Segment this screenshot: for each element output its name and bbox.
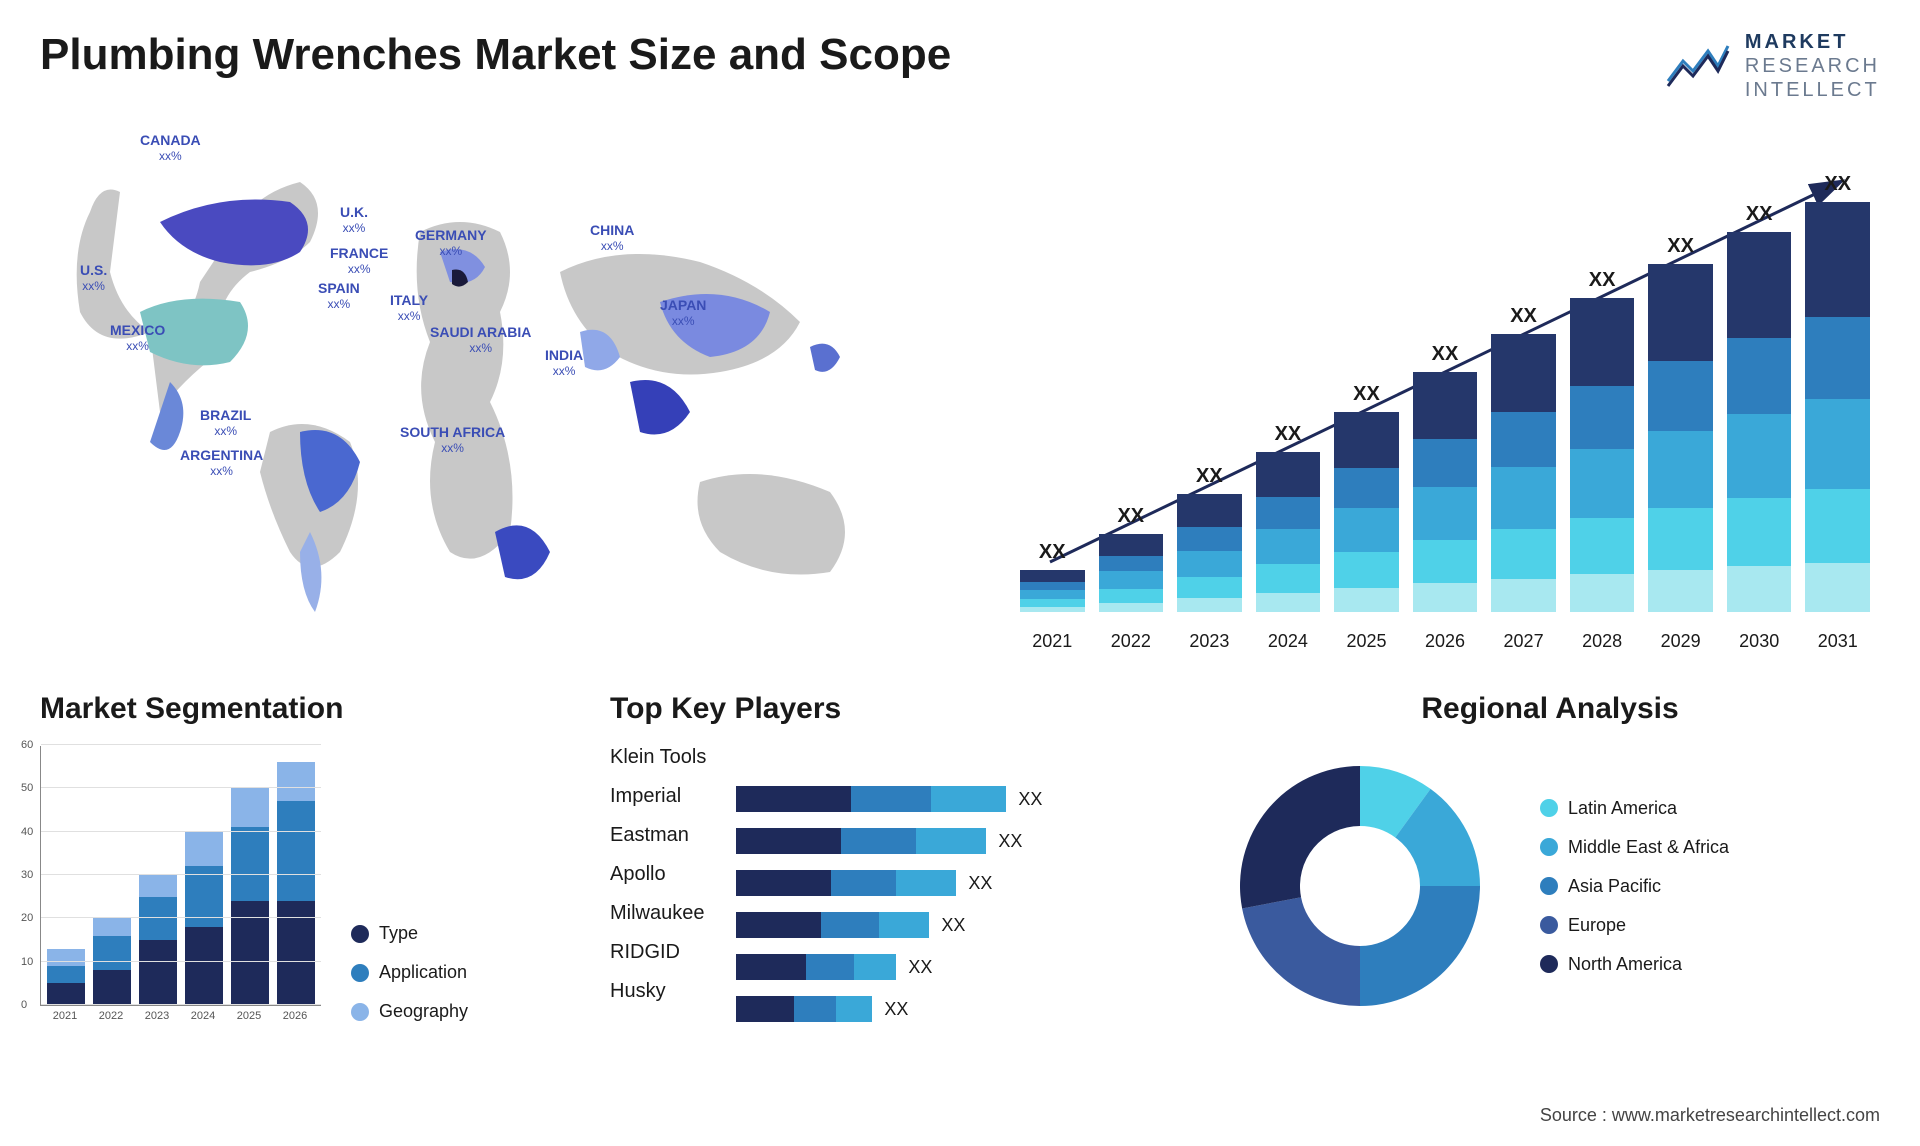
legend-item: Application (351, 962, 468, 983)
players-panel: Top Key Players Klein Tools Imperial Eastm… (610, 692, 1170, 1026)
page-title: Plumbing Wrenches Market Size and Scope (40, 30, 951, 80)
map-label-italy: ITALYxx% (390, 292, 428, 323)
growth-chart: XXXXXXXXXXXXXXXXXXXXXX 20212022202320242… (1010, 132, 1880, 652)
seg-bar (277, 762, 315, 1005)
player-bar-row: XX (736, 996, 1170, 1022)
map-label-uk: U.K.xx% (340, 204, 368, 235)
growth-xlabel: 2025 (1334, 631, 1399, 652)
donut-slice (1242, 897, 1360, 1006)
map-label-spain: SPAINxx% (318, 280, 360, 311)
brand-logo: MARKET RESEARCH INTELLECT (1663, 30, 1880, 102)
player-bar-row: XX (736, 870, 1170, 896)
legend-item: Type (351, 923, 468, 944)
growth-bar-2027: XX (1491, 305, 1556, 612)
growth-bar-2025: XX (1334, 383, 1399, 612)
map-label-us: U.S.xx% (80, 262, 107, 293)
map-label-southafrica: SOUTH AFRICAxx% (400, 424, 505, 455)
player-bar-row: XX (736, 786, 1170, 812)
logo-line2: RESEARCH (1745, 54, 1880, 78)
map-label-germany: GERMANYxx% (415, 227, 487, 258)
legend-item: Latin America (1540, 798, 1729, 819)
logo-icon (1663, 41, 1733, 91)
growth-xlabel: 2028 (1570, 631, 1635, 652)
regional-title: Regional Analysis (1220, 692, 1880, 726)
growth-xlabel: 2021 (1020, 631, 1085, 652)
segmentation-panel: Market Segmentation 0102030405060 202120… (40, 692, 560, 1026)
player-bar-row: XX (736, 954, 1170, 980)
player-bar-row: XX (736, 828, 1170, 854)
legend-item: Geography (351, 1001, 468, 1022)
growth-bar-2029: XX (1648, 235, 1713, 612)
seg-bar (139, 875, 177, 1005)
growth-xlabel: 2027 (1491, 631, 1556, 652)
map-label-saudiarabia: SAUDI ARABIAxx% (430, 324, 531, 355)
growth-xlabel: 2023 (1177, 631, 1242, 652)
player-name: Milwaukee (610, 902, 706, 925)
source-attribution: Source : www.marketresearchintellect.com (1540, 1105, 1880, 1126)
logo-line1: MARKET (1745, 30, 1880, 54)
growth-bar-2030: XX (1727, 203, 1792, 612)
donut-slice (1360, 886, 1480, 1006)
player-name: RIDGID (610, 941, 706, 964)
map-label-brazil: BRAZILxx% (200, 407, 251, 438)
growth-xlabel: 2029 (1648, 631, 1713, 652)
seg-bar (231, 788, 269, 1005)
growth-bar-2021: XX (1020, 541, 1085, 612)
map-label-japan: JAPANxx% (660, 297, 706, 328)
player-name: Klein Tools (610, 746, 706, 769)
regional-panel: Regional Analysis Latin America Middle Ea… (1220, 692, 1880, 1026)
segmentation-title: Market Segmentation (40, 692, 560, 726)
map-label-canada: CANADAxx% (140, 132, 201, 163)
growth-bar-2031: XX (1805, 173, 1870, 612)
players-title: Top Key Players (610, 692, 1170, 726)
map-label-india: INDIAxx% (545, 347, 583, 378)
growth-bar-2022: XX (1099, 505, 1164, 612)
player-name: Apollo (610, 863, 706, 886)
player-name: Eastman (610, 824, 706, 847)
legend-item: Asia Pacific (1540, 876, 1729, 897)
logo-line3: INTELLECT (1745, 78, 1880, 102)
growth-xlabel: 2022 (1099, 631, 1164, 652)
map-label-china: CHINAxx% (590, 222, 634, 253)
growth-xlabel: 2031 (1805, 631, 1870, 652)
growth-xlabel: 2024 (1256, 631, 1321, 652)
growth-bar-2026: XX (1413, 343, 1478, 612)
donut-slice (1240, 766, 1360, 908)
donut-chart (1220, 746, 1500, 1026)
legend-item: Middle East & Africa (1540, 837, 1729, 858)
growth-bar-2023: XX (1177, 465, 1242, 612)
map-label-mexico: MEXICOxx% (110, 322, 165, 353)
seg-bar (47, 949, 85, 1005)
legend-item: North America (1540, 954, 1729, 975)
growth-bar-2024: XX (1256, 423, 1321, 612)
growth-bar-2028: XX (1570, 269, 1635, 612)
growth-xlabel: 2026 (1413, 631, 1478, 652)
player-name: Imperial (610, 785, 706, 808)
seg-bar (185, 832, 223, 1005)
world-map: CANADAxx% U.S.xx% MEXICOxx% BRAZILxx% ARGENT… (40, 132, 970, 652)
map-svg (40, 132, 940, 622)
player-bar-row: XX (736, 912, 1170, 938)
growth-xlabel: 2030 (1727, 631, 1792, 652)
map-label-france: FRANCExx% (330, 245, 388, 276)
map-label-argentina: ARGENTINAxx% (180, 447, 263, 478)
seg-bar (93, 918, 131, 1005)
player-name: Husky (610, 980, 706, 1003)
legend-item: Europe (1540, 915, 1729, 936)
